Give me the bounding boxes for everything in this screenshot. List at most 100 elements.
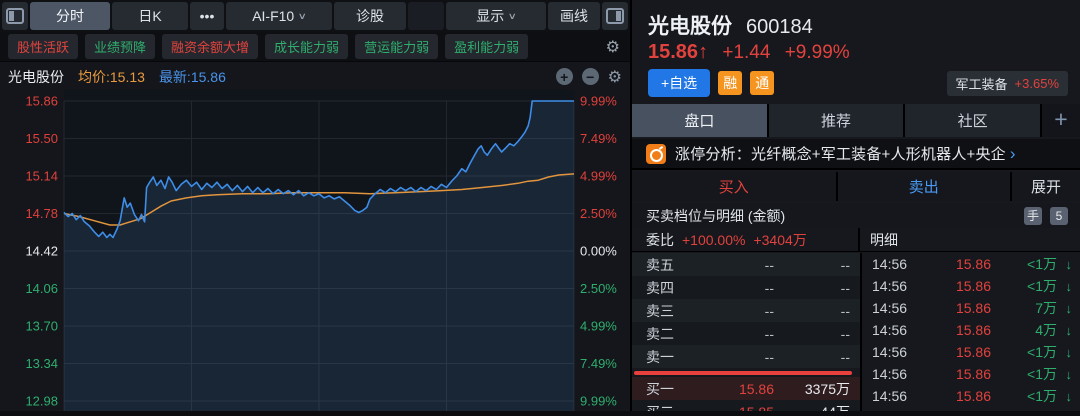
book-level-name: 买一 — [646, 380, 674, 397]
stock-tag[interactable]: 成长能力弱 — [265, 34, 349, 59]
order-book-row[interactable]: 卖五 -- -- — [632, 253, 860, 276]
book-level-name: 卖二 — [646, 325, 674, 342]
tick-volume: <1万 — [1027, 366, 1057, 382]
tick-price: 15.86 — [955, 388, 991, 404]
tick-direction-down-icon: ↓ — [1065, 344, 1073, 360]
stock-code: 600184 — [746, 16, 813, 38]
order-book-row[interactable]: 卖三 -- -- — [632, 299, 860, 322]
chart-header: 光电股份 均价:15.13 最新:15.86 + − ⚙ — [0, 63, 630, 90]
tick-volume: 4万 — [1035, 322, 1057, 338]
tab-社区[interactable]: 社区 — [905, 104, 1041, 137]
order-book-row[interactable]: 买二15.8544万 — [632, 400, 860, 411]
toolbar-button-分时[interactable]: 分时 — [30, 2, 110, 30]
y-axis-pct-label: 4.99% — [580, 169, 617, 184]
toolbar-button-•••[interactable]: ••• — [190, 2, 224, 30]
toolbar-button-AI-F10[interactable]: AI-F10 ∨ — [226, 2, 332, 30]
tags-settings-gear-icon[interactable]: ⚙ — [605, 38, 620, 56]
limit-price-divider — [634, 371, 852, 375]
y-axis-pct-label: 9.99% — [580, 94, 617, 109]
sector-name: 军工装备 — [955, 76, 1008, 92]
y-axis-price-label: 12.98 — [25, 394, 58, 409]
margin-badge[interactable]: 融 — [718, 71, 743, 95]
order-book-row[interactable]: 卖二 -- -- — [632, 322, 860, 345]
toggle-left-icon[interactable] — [2, 2, 28, 30]
chart-settings-gear-icon[interactable]: ⚙ — [607, 68, 622, 86]
stock-tag[interactable]: 股性活跃 — [8, 34, 79, 59]
tick-direction-down-icon: ↓ — [1065, 300, 1073, 316]
y-axis-pct-label: 4.99% — [580, 319, 617, 334]
level-count-badge[interactable]: 5 — [1050, 206, 1068, 225]
toolbar-button-label: 显示 — [476, 8, 505, 24]
book-level-name: 卖一 — [646, 348, 674, 365]
order-book-row[interactable]: 卖一 -- -- — [632, 345, 860, 368]
tick-direction-down-icon: ↓ — [1065, 388, 1073, 404]
tab-盘口[interactable]: 盘口 — [632, 104, 767, 137]
stock-tag[interactable]: 营运能力弱 — [355, 34, 439, 59]
tick-time: 14:56 — [872, 388, 908, 404]
unit-lots-badge[interactable]: 手 — [1024, 206, 1042, 225]
price-change-pct: +9.99% — [784, 42, 850, 63]
quote-title: 光电股份 600184 — [648, 10, 813, 40]
sector-chip[interactable]: 军工装备 +3.65% — [946, 70, 1068, 96]
price-line — [63, 100, 574, 239]
tick-price: 15.86 — [955, 366, 991, 382]
tick-price: 15.86 — [955, 256, 991, 272]
tick-volume: <1万 — [1027, 388, 1057, 404]
toolbar-button-画线[interactable]: 画线 — [548, 2, 600, 30]
tick-row[interactable]: 14:56 15.86 7万 ↓ — [862, 297, 1080, 319]
book-level-price: -- — [764, 348, 774, 365]
pane-divider — [630, 0, 632, 411]
chart-stock-name: 光电股份 — [8, 68, 64, 85]
tick-price: 15.86 — [955, 278, 991, 294]
stock-tag[interactable]: 业绩预降 — [85, 34, 156, 59]
toolbar-button-label: 诊股 — [356, 8, 384, 24]
book-level-amount: -- — [840, 256, 850, 273]
add-tab-button[interactable]: + — [1042, 104, 1080, 137]
order-book-row[interactable]: 卖四 -- -- — [632, 276, 860, 299]
tab-推荐[interactable]: 推荐 — [768, 104, 904, 137]
toolbar-button-日K[interactable]: 日K — [112, 2, 188, 30]
zoom-out-icon[interactable]: − — [581, 68, 599, 85]
current-price: 15.86↑ — [648, 41, 709, 63]
limit-up-analysis-row[interactable]: 涨停分析：光纤概念+军工装备+人形机器人+央企 › — [632, 139, 1080, 170]
y-axis-price-label: 14.42 — [25, 244, 58, 259]
intraday-chart[interactable]: 15.86 15.50 15.14 14.78 14.42 14.06 13.70 13.34… — [0, 90, 630, 411]
stock-name: 光电股份 — [648, 15, 732, 38]
toggle-right-icon — [606, 8, 624, 24]
sector-pct: +3.65% — [1014, 75, 1059, 91]
zoom-in-icon[interactable]: + — [555, 68, 573, 85]
y-axis-price-label: 15.14 — [25, 169, 58, 184]
book-level-name: 卖五 — [646, 256, 674, 273]
stock-tag[interactable]: 盈利能力弱 — [445, 34, 529, 59]
toolbar-button-诊股[interactable]: 诊股 — [334, 2, 406, 30]
toolbar-button-显示[interactable]: 显示 ∨ — [446, 2, 546, 30]
top-toolbar: 分时 日K ••• AI-F10 ∨ 诊股 显示 ∨ 画线 — [0, 0, 630, 32]
book-level-amount: 3375万 — [804, 380, 850, 397]
y-axis-price-label: 14.78 — [25, 206, 58, 221]
expand-button[interactable]: 展开 — [1012, 172, 1080, 201]
quote-price-row: 15.86↑ +1.44 +9.99% — [648, 41, 850, 64]
weibi-pct: +100.00% — [682, 231, 746, 248]
stock-tag[interactable]: 融资余额大增 — [162, 34, 259, 59]
trade-bar: 买入 卖出 展开 — [632, 172, 1080, 201]
add-watchlist-button[interactable]: +自选 — [648, 69, 711, 97]
connect-badge[interactable]: 通 — [750, 71, 775, 95]
tick-row[interactable]: 14:56 15.86 4万 ↓ — [862, 319, 1080, 341]
tick-time: 14:56 — [872, 344, 908, 360]
toggle-right-icon[interactable] — [602, 2, 628, 30]
tick-time: 14:56 — [872, 278, 908, 294]
order-book-row[interactable]: 买一 15.86 3375万 — [632, 377, 860, 400]
book-level-price: -- — [764, 256, 774, 273]
sell-button[interactable]: 卖出 — [837, 172, 1010, 201]
tick-row[interactable]: 14:56 15.86 <1万 ↓ — [862, 385, 1080, 407]
weibi-label: 委比 — [646, 231, 674, 248]
chevron-right-icon: › — [1009, 143, 1016, 163]
y-axis-price-label: 13.34 — [25, 356, 58, 371]
y-axis-pct-label: 7.49% — [580, 356, 617, 371]
buy-button[interactable]: 买入 — [632, 172, 836, 201]
